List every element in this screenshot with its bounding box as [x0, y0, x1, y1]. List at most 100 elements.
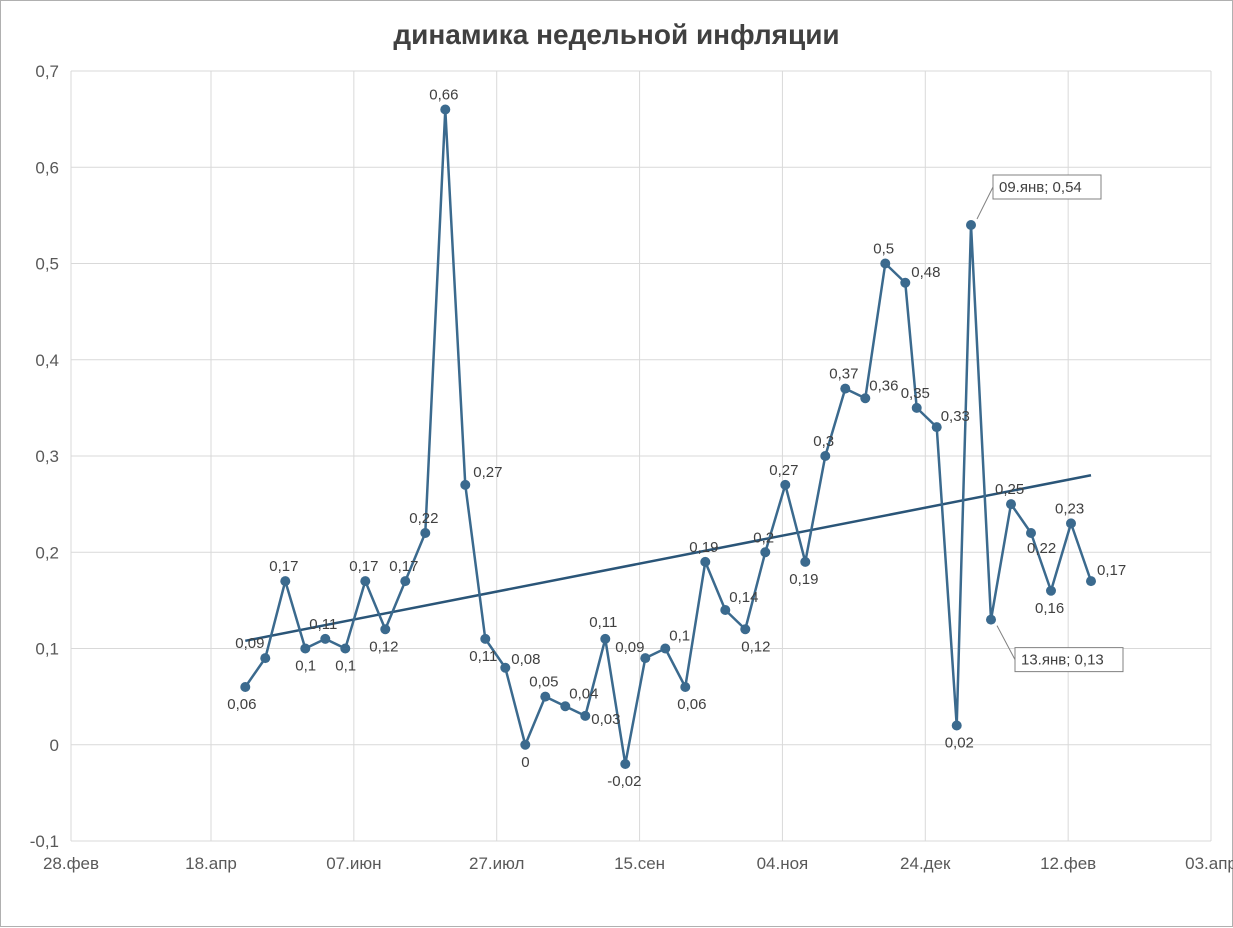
data-label: 0,37	[829, 366, 858, 383]
series-marker	[900, 278, 910, 288]
data-label: 0,1	[335, 658, 356, 675]
callout-text: 13.янв; 0,13	[1021, 652, 1104, 669]
data-label: 0,02	[945, 735, 974, 752]
series-marker	[500, 663, 510, 673]
data-label: 0,27	[473, 464, 502, 481]
data-label: 0,23	[1055, 500, 1084, 517]
series-marker	[280, 576, 290, 586]
data-label: 0,27	[769, 462, 798, 479]
series-marker	[760, 547, 770, 557]
data-label: 0,19	[689, 539, 718, 556]
data-label: 0,25	[995, 481, 1024, 498]
data-label: 0,09	[235, 635, 264, 652]
data-label: 0,03	[591, 711, 620, 728]
series-marker	[700, 557, 710, 567]
series-marker	[380, 624, 390, 634]
series-marker	[540, 692, 550, 702]
data-label: 0,05	[529, 674, 558, 691]
data-label: 0,2	[753, 529, 774, 546]
data-label: 0,22	[1027, 540, 1056, 557]
y-tick-label: 0,6	[35, 158, 59, 177]
series-marker	[660, 644, 670, 654]
data-label: 0,3	[813, 433, 834, 450]
data-label: 0,22	[409, 510, 438, 527]
y-tick-label: 0,1	[35, 640, 59, 659]
data-label: 0,17	[1097, 562, 1126, 579]
series-marker	[320, 634, 330, 644]
series-marker	[720, 605, 730, 615]
data-label: 0	[521, 754, 529, 771]
data-label: -0,02	[607, 773, 641, 790]
series-marker	[520, 740, 530, 750]
data-label: 0,36	[869, 377, 898, 394]
data-label: 0,1	[669, 628, 690, 645]
series-marker	[880, 259, 890, 269]
y-tick-label: 0,3	[35, 447, 59, 466]
data-label: 0,06	[677, 696, 706, 713]
y-tick-label: 0,2	[35, 543, 59, 562]
data-label: 0,5	[873, 241, 894, 258]
x-tick-label: 07.июн	[326, 854, 381, 873]
series-marker	[986, 615, 996, 625]
y-tick-label: 0,7	[35, 62, 59, 81]
y-tick-label: 0	[50, 736, 59, 755]
chart-container: динамика недельной инфляции -0,100,10,20…	[0, 0, 1233, 927]
series-marker	[460, 480, 470, 490]
series-marker	[260, 653, 270, 663]
x-tick-label: 15.сен	[614, 854, 665, 873]
x-tick-label: 12.фев	[1040, 854, 1096, 873]
x-tick-label: 28.фев	[43, 854, 99, 873]
series-marker	[820, 451, 830, 461]
series-marker	[480, 634, 490, 644]
x-tick-label: 27.июл	[469, 854, 524, 873]
data-label: 0,17	[269, 558, 298, 575]
x-tick-label: 24.дек	[900, 854, 951, 873]
series-marker	[360, 576, 370, 586]
series-marker	[420, 528, 430, 538]
data-label: 0,06	[227, 696, 256, 713]
series-marker	[840, 384, 850, 394]
callout-leader	[977, 187, 993, 219]
series-marker	[1086, 576, 1096, 586]
callout-text: 09.янв; 0,54	[999, 179, 1082, 196]
data-label: 0,12	[369, 638, 398, 655]
data-label: 0,35	[901, 385, 930, 402]
data-label: 0,1	[295, 658, 316, 675]
series-marker	[912, 403, 922, 413]
series-marker	[952, 721, 962, 731]
series-line	[245, 110, 1091, 765]
series-marker	[580, 711, 590, 721]
series-marker	[966, 220, 976, 230]
series-marker	[300, 644, 310, 654]
series-marker	[740, 624, 750, 634]
series-marker	[1046, 586, 1056, 596]
series-marker	[560, 701, 570, 711]
x-tick-label: 03.апр	[1185, 854, 1233, 873]
data-label: 0,04	[569, 685, 598, 702]
series-marker	[340, 644, 350, 654]
chart-svg: -0,1 0 0,1 0,2 0,3 0,4 0,5 0,6 0,7 28.фев 18.апр 07…	[1, 1, 1233, 928]
series-marker	[1066, 518, 1076, 528]
series-marker	[1006, 499, 1016, 509]
series-marker	[620, 759, 630, 769]
series-marker	[800, 557, 810, 567]
series-marker	[400, 576, 410, 586]
series-marker	[780, 480, 790, 490]
series-marker	[600, 634, 610, 644]
series-marker	[440, 105, 450, 115]
y-tick-label: -0,1	[30, 832, 59, 851]
x-tick-label: 18.апр	[185, 854, 237, 873]
data-label: 0,19	[789, 571, 818, 588]
series-marker	[1026, 528, 1036, 538]
series-marker	[240, 682, 250, 692]
data-label: 0,11	[469, 648, 497, 665]
data-label: 0,08	[511, 651, 540, 668]
series-marker	[860, 393, 870, 403]
data-label: 0,48	[911, 264, 940, 281]
y-tick-label: 0,4	[35, 351, 59, 370]
x-tick-label: 04.ноя	[757, 854, 809, 873]
data-label: 0,66	[429, 87, 458, 104]
series-marker	[680, 682, 690, 692]
data-label: 0,12	[741, 638, 770, 655]
data-label: 0,09	[615, 639, 644, 656]
